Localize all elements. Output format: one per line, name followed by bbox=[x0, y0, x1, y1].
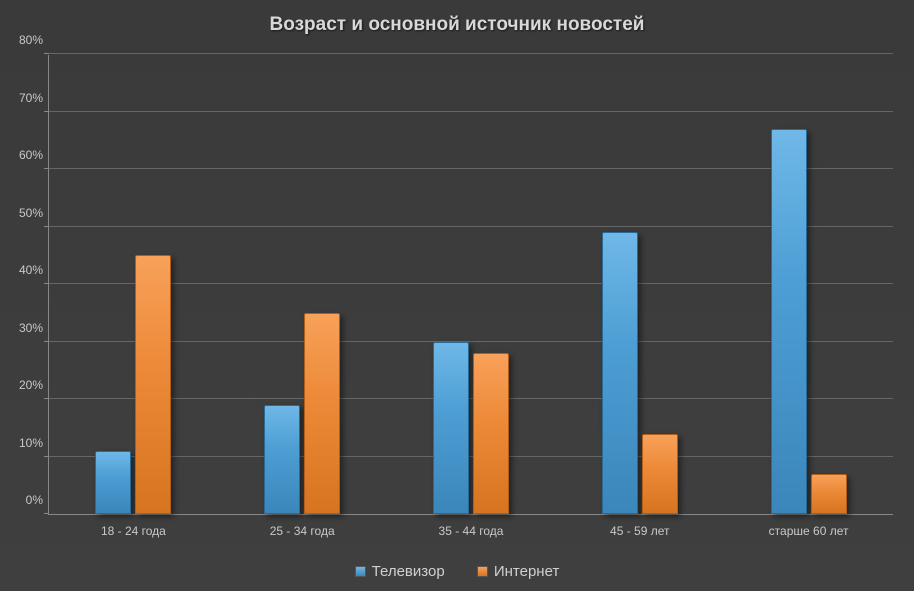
y-axis-label: 10% bbox=[19, 436, 43, 450]
x-axis-label: 45 - 59 лет bbox=[555, 524, 724, 538]
gridline bbox=[49, 53, 893, 54]
x-axis-label: 18 - 24 года bbox=[49, 524, 218, 538]
bar bbox=[811, 474, 847, 514]
y-axis-label: 80% bbox=[19, 33, 43, 47]
bar-group: 35 - 44 года bbox=[387, 55, 556, 514]
bar-groups: 18 - 24 года25 - 34 года35 - 44 года45 -… bbox=[49, 55, 893, 514]
y-axis-label: 70% bbox=[19, 91, 43, 105]
bar bbox=[602, 232, 638, 514]
bar-group: 45 - 59 лет bbox=[555, 55, 724, 514]
y-axis-label: 0% bbox=[26, 493, 43, 507]
legend: Телевизор Интернет bbox=[0, 563, 914, 581]
chart-container: Возраст и основной источник новостей 0%1… bbox=[0, 0, 914, 591]
bar bbox=[433, 342, 469, 515]
bar bbox=[135, 255, 171, 514]
y-tick bbox=[44, 53, 49, 54]
bar bbox=[473, 353, 509, 514]
chart-title: Возраст и основной источник новостей bbox=[0, 0, 914, 36]
bar-group: старше 60 лет bbox=[724, 55, 893, 514]
legend-label: Телевизор bbox=[372, 563, 445, 580]
legend-label: Интернет bbox=[494, 563, 559, 580]
bar bbox=[771, 129, 807, 514]
bar bbox=[95, 451, 131, 514]
y-axis-label: 40% bbox=[19, 263, 43, 277]
plot-area: 0%10%20%30%40%50%60%70%80% 18 - 24 года2… bbox=[48, 55, 893, 515]
y-axis-label: 50% bbox=[19, 206, 43, 220]
x-axis-label: 25 - 34 года bbox=[218, 524, 387, 538]
y-axis-label: 60% bbox=[19, 148, 43, 162]
legend-box-icon bbox=[355, 566, 366, 577]
y-axis-label: 20% bbox=[19, 378, 43, 392]
bar bbox=[642, 434, 678, 515]
bar bbox=[304, 313, 340, 514]
legend-box-icon bbox=[477, 566, 488, 577]
legend-item-tv: Телевизор bbox=[355, 563, 445, 580]
bar-group: 18 - 24 года bbox=[49, 55, 218, 514]
y-axis-label: 30% bbox=[19, 321, 43, 335]
legend-item-internet: Интернет bbox=[477, 563, 559, 580]
bar-group: 25 - 34 года bbox=[218, 55, 387, 514]
x-axis-label: старше 60 лет bbox=[724, 524, 893, 538]
bar bbox=[264, 405, 300, 514]
x-axis-label: 35 - 44 года bbox=[387, 524, 556, 538]
